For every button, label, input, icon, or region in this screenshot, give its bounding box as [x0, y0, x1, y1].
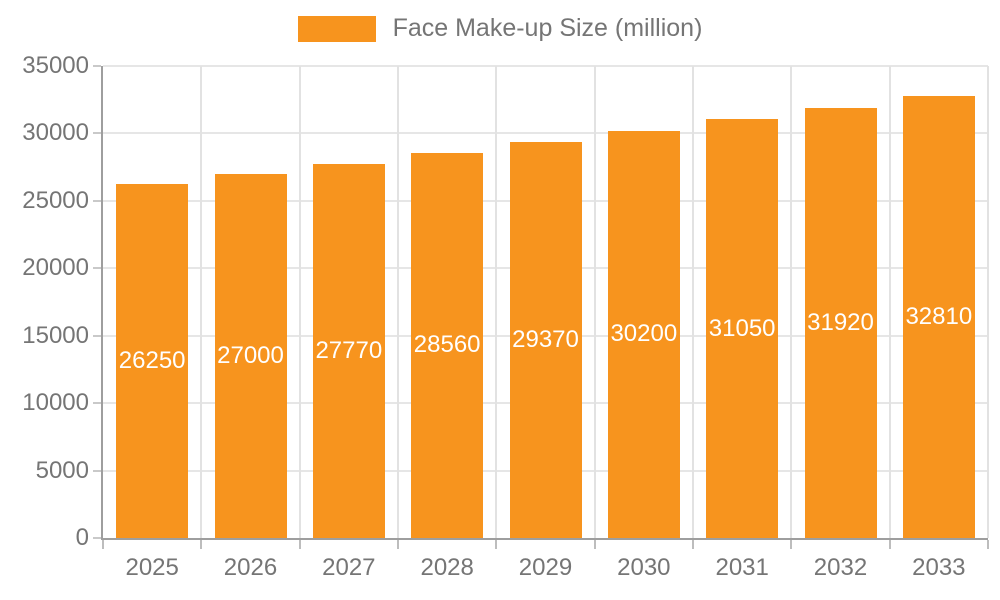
- x-axis-tick: [200, 540, 203, 549]
- bar-value-label: 32810: [905, 302, 973, 330]
- x-axis-label: 2026: [223, 554, 278, 581]
- bar-value-label: 26250: [118, 347, 186, 374]
- bar-value-label: 27000: [217, 341, 284, 369]
- bar-value-label: 30200: [610, 320, 678, 348]
- legend-label: Face Make-up Size (million): [392, 14, 703, 42]
- y-axis-tick: [93, 199, 101, 202]
- y-axis-label: 5000: [35, 456, 89, 484]
- y-axis-label: 15000: [22, 321, 89, 349]
- bar-value-label: 28560: [413, 331, 481, 359]
- gridline-vertical: [593, 66, 596, 538]
- bar-value-label: 31920: [807, 308, 874, 336]
- bar-value-label: 29370: [512, 325, 579, 353]
- x-axis-tick: [397, 540, 399, 549]
- chart-legend[interactable]: Face Make-up Size (million): [0, 14, 1000, 43]
- plot-area: 0 5000 10000 15000 20000 25000 30000 35000 2025 2…: [22, 53, 989, 581]
- gridline-vertical: [298, 66, 301, 538]
- gridline-vertical: [987, 66, 989, 538]
- bar: 26250: [116, 184, 189, 538]
- y-axis-label: 10000: [22, 389, 89, 417]
- x-axis-tick: [987, 540, 989, 549]
- y-axis-label: 35000: [22, 52, 89, 79]
- x-axis-label: 2028: [420, 554, 474, 581]
- gridline-vertical: [790, 66, 793, 538]
- bar: 31920: [804, 107, 877, 538]
- y-axis-tick: [93, 402, 101, 405]
- bar: 27000: [214, 173, 287, 538]
- x-axis-label: 2027: [322, 554, 376, 581]
- y-axis-label: 20000: [22, 254, 89, 282]
- x-axis-label: 2025: [125, 554, 179, 581]
- x-axis-label: 2030: [617, 554, 671, 581]
- y-axis-tick: [93, 537, 101, 539]
- y-axis-label: 25000: [22, 186, 89, 214]
- x-axis-tick: [593, 540, 596, 549]
- x-axis-tick: [102, 540, 104, 549]
- y-axis-label: 30000: [22, 119, 89, 147]
- x-axis-tick: [495, 540, 498, 549]
- gridline-vertical: [888, 66, 891, 538]
- bar: 28560: [411, 152, 484, 538]
- bar-value-label: 31050: [708, 314, 776, 342]
- gridline-vertical: [200, 66, 203, 538]
- x-axis-label: 2032: [813, 554, 868, 581]
- y-axis-tick: [93, 469, 101, 472]
- y-axis-label: 0: [75, 524, 89, 551]
- bar: 32810: [902, 95, 975, 538]
- gridline-horizontal: [103, 65, 988, 67]
- y-axis-tick: [93, 132, 101, 135]
- gridline-vertical: [692, 66, 694, 538]
- y-axis-tick: [93, 65, 101, 67]
- y-axis-tick: [93, 334, 101, 337]
- x-axis-tick: [790, 540, 793, 549]
- x-axis-label: 2029: [518, 554, 573, 581]
- bar: 30200: [607, 130, 680, 538]
- x-axis-tick: [888, 540, 891, 549]
- bar: 31050: [706, 119, 779, 538]
- gridline-vertical: [495, 66, 498, 538]
- gridline-vertical: [397, 66, 399, 538]
- y-axis-tick: [93, 267, 101, 270]
- bar: 27770: [312, 163, 385, 538]
- x-axis-label: 2031: [715, 554, 769, 581]
- legend-swatch: [297, 15, 376, 42]
- bar: 29370: [509, 141, 582, 538]
- bar-value-label: 27770: [315, 336, 383, 364]
- x-axis-tick: [692, 540, 694, 549]
- x-axis-tick: [298, 540, 301, 549]
- x-axis-label: 2033: [912, 554, 966, 581]
